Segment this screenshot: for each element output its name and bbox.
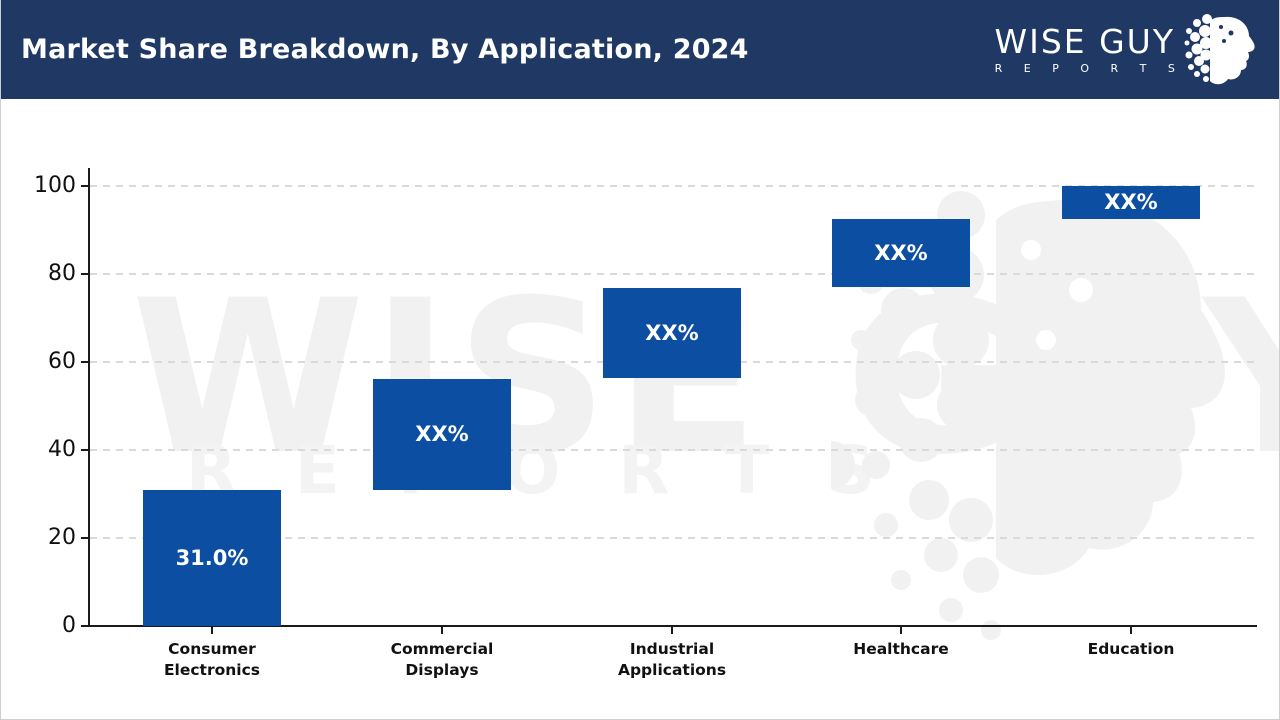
bar-value-label: 31.0%	[175, 545, 249, 570]
x-tick-commercial-displays	[441, 627, 443, 634]
bar-value-label: XX%	[415, 422, 469, 447]
bar-consumer-electronics: 31.0%	[143, 489, 281, 626]
category-label-line: Electronics	[163, 661, 261, 679]
y-tick-label-100: 100	[34, 173, 76, 198]
y-tick-label-0: 0	[62, 613, 76, 638]
gridline-40	[90, 449, 1256, 451]
category-label-healthcare: Healthcare	[791, 639, 1011, 660]
category-label-line: Consumer	[168, 640, 256, 658]
x-tick-education	[1130, 627, 1132, 634]
x-tick-industrial-applications	[671, 627, 673, 634]
y-tick-40	[81, 449, 89, 451]
category-label-industrial-applications: Industrial Applications	[562, 639, 782, 681]
y-tick-0	[81, 625, 89, 627]
category-label-line: Industrial	[629, 640, 715, 658]
category-label-line: Commercial	[390, 640, 494, 658]
y-tick-100	[81, 185, 89, 187]
bar-healthcare: XX%	[832, 218, 970, 288]
x-tick-healthcare	[900, 627, 902, 634]
brand-logo: WISE GUY R E P O R T S	[994, 11, 1259, 89]
y-tick-20	[81, 537, 89, 539]
bar-industrial-applications: XX%	[603, 288, 741, 378]
y-tick-80	[81, 273, 89, 275]
bar-value-label: XX%	[874, 240, 928, 265]
bar-education: XX%	[1062, 186, 1200, 219]
chart-title: Market Share Breakdown, By Application, …	[21, 34, 749, 65]
category-label-line: Displays	[405, 661, 479, 679]
y-axis-line	[88, 168, 90, 626]
x-tick-consumer-electronics	[211, 627, 213, 634]
category-label-line: Healthcare	[853, 640, 949, 658]
gridline-20	[90, 537, 1256, 539]
x-axis-line	[88, 625, 1257, 627]
bar-value-label: XX%	[1104, 190, 1158, 215]
category-label-education: Education	[1021, 639, 1241, 660]
brand-subtitle: R E P O R T S	[994, 62, 1184, 75]
category-label-commercial-displays: Commercial Displays	[332, 639, 552, 681]
y-tick-60	[81, 361, 89, 363]
y-tick-label-40: 40	[48, 437, 76, 462]
category-label-consumer-electronics: Consumer Electronics	[102, 639, 322, 681]
y-tick-label-80: 80	[48, 261, 76, 286]
y-tick-label-20: 20	[48, 525, 76, 550]
category-label-line: Education	[1087, 640, 1175, 658]
gridline-80	[90, 273, 1256, 275]
category-label-line: Applications	[617, 661, 727, 679]
gridline-100	[90, 185, 1256, 187]
wise-guy-head-icon	[1184, 13, 1255, 84]
y-tick-label-60: 60	[48, 349, 76, 374]
header-banner: Market Share Breakdown, By Application, …	[1, 0, 1279, 99]
brand-name: WISE GUY	[994, 22, 1175, 61]
bar-value-label: XX%	[645, 320, 699, 345]
bar-commercial-displays: XX%	[373, 378, 511, 490]
